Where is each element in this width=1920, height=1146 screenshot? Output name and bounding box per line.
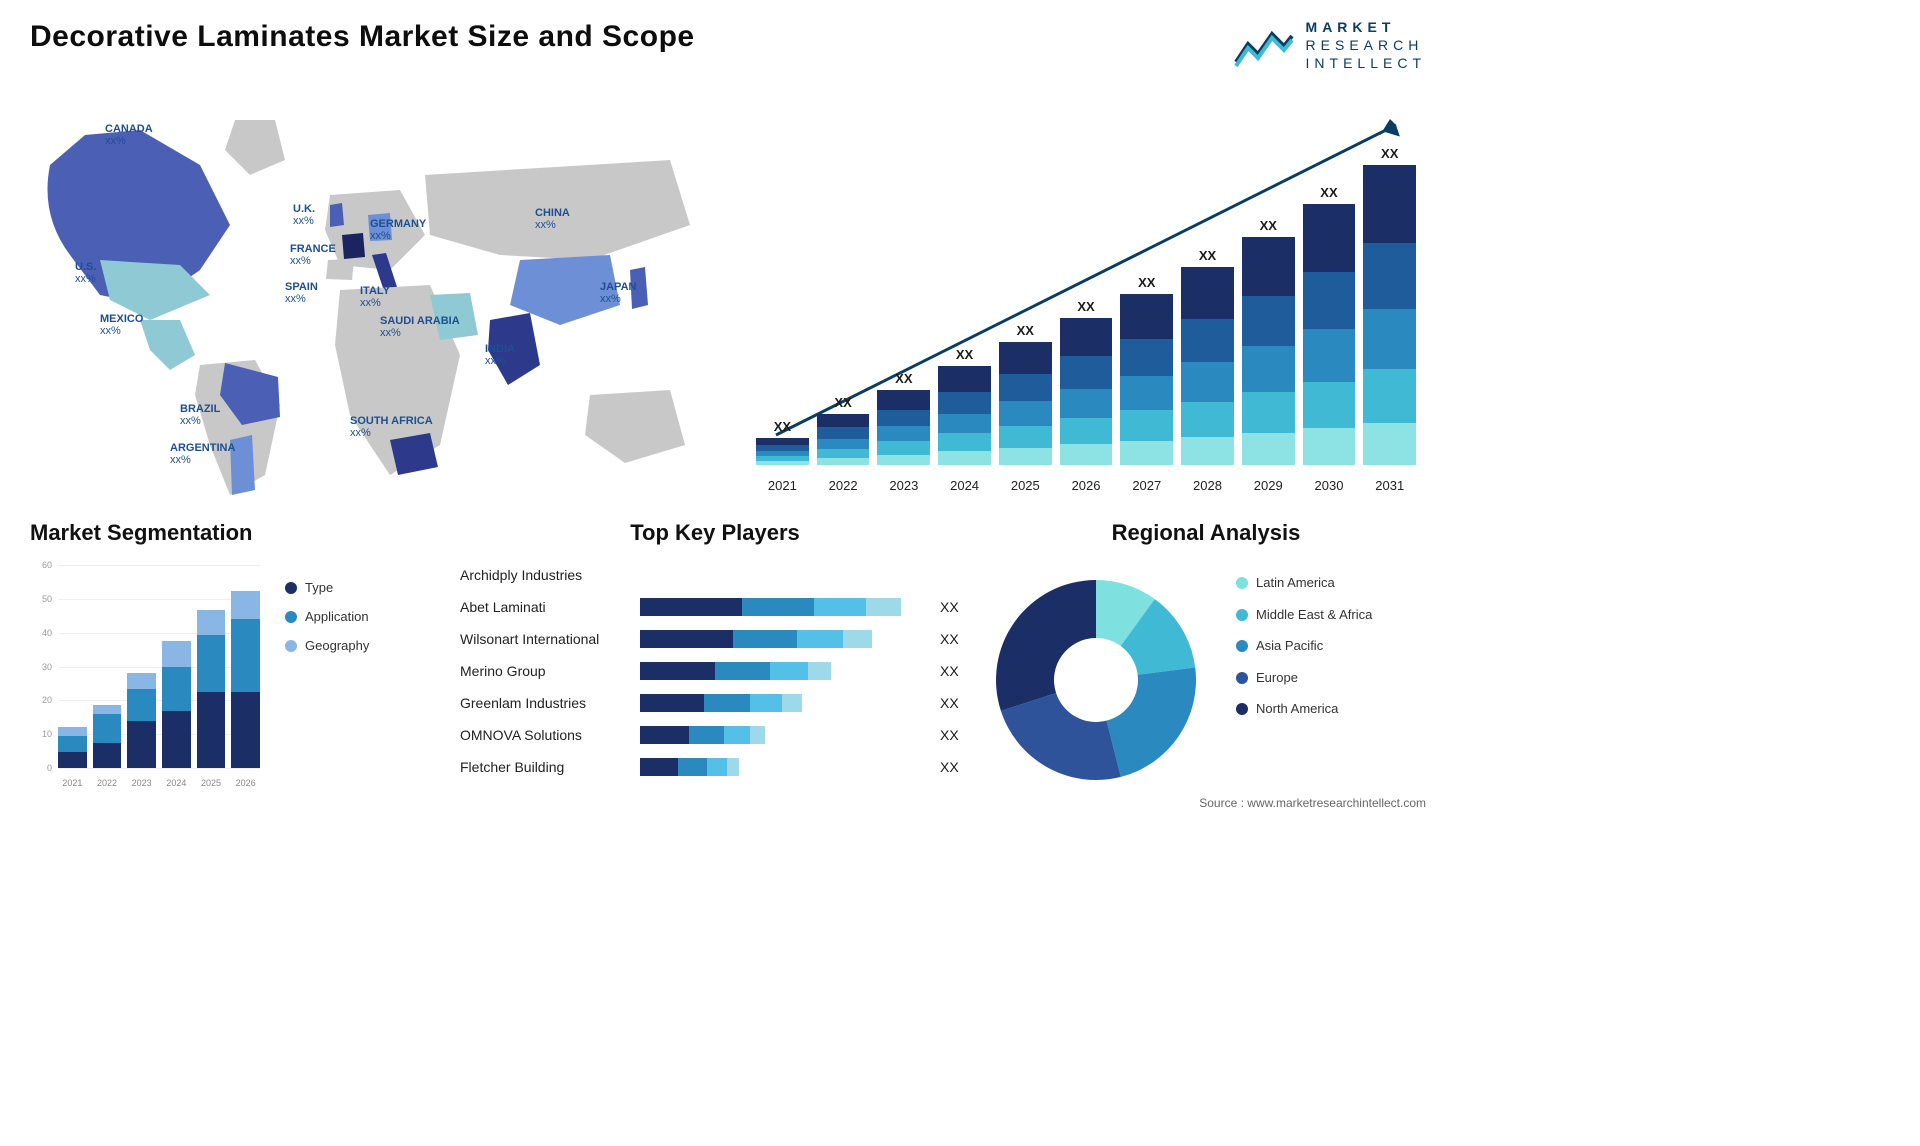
player-row: Archidply Industries xyxy=(460,560,970,590)
growth-bar: XX xyxy=(1363,146,1416,465)
player-row: Wilsonart InternationalXX xyxy=(460,624,970,654)
map-label: SPAINxx% xyxy=(285,281,318,305)
map-label: ARGENTINAxx% xyxy=(170,442,235,466)
legend-item: Middle East & Africa xyxy=(1236,607,1416,623)
map-label: U.K.xx% xyxy=(293,203,315,227)
player-row: Fletcher BuildingXX xyxy=(460,752,970,782)
regional-panel: Regional Analysis Latin America Middle Ea… xyxy=(986,520,1426,790)
legend-item: Europe xyxy=(1236,670,1416,686)
logo-icon xyxy=(1234,22,1294,68)
donut-slice xyxy=(996,580,1096,711)
segmentation-chart: 0102030405060 202120222023202420252026 xyxy=(30,565,265,790)
regional-title: Regional Analysis xyxy=(986,520,1426,546)
page-title: Decorative Laminates Market Size and Sco… xyxy=(30,20,695,54)
player-row: Abet LaminatiXX xyxy=(460,592,970,622)
growth-bar: XX xyxy=(1242,218,1295,465)
segmentation-bar xyxy=(231,591,260,768)
map-label: INDIAxx% xyxy=(485,343,515,367)
legend-item: North America xyxy=(1236,701,1416,717)
growth-bar: XX xyxy=(938,347,991,465)
player-row: Merino GroupXX xyxy=(460,656,970,686)
growth-bar: XX xyxy=(1120,275,1173,465)
players-list: Archidply IndustriesAbet LaminatiXXWilso… xyxy=(460,560,970,784)
map-label: ITALYxx% xyxy=(360,285,390,309)
donut-slice xyxy=(1001,693,1121,780)
map-label: BRAZILxx% xyxy=(180,403,220,427)
growth-bar: XX xyxy=(877,371,930,465)
donut-slice xyxy=(1106,667,1196,776)
map-label: CHINAxx% xyxy=(535,207,570,231)
growth-bar: XX xyxy=(1303,185,1356,465)
legend-item: Application xyxy=(285,609,425,624)
regional-legend: Latin America Middle East & Africa Asia Pa… xyxy=(1236,575,1416,733)
players-panel: Top Key Players Archidply IndustriesAbet… xyxy=(460,520,970,790)
segmentation-panel: Market Segmentation 0102030405060 202120… xyxy=(30,520,430,790)
legend-item: Type xyxy=(285,580,425,595)
segmentation-title: Market Segmentation xyxy=(30,520,430,546)
growth-bar: XX xyxy=(1060,299,1113,465)
growth-bar-chart: XXXXXXXXXXXXXXXXXXXXXX 20212022202320242… xyxy=(746,95,1426,495)
source-text: Source : www.marketresearchintellect.com xyxy=(1199,796,1426,810)
map-label: GERMANYxx% xyxy=(370,218,426,242)
map-label: FRANCExx% xyxy=(290,243,336,267)
segmentation-bar xyxy=(58,727,87,768)
map-label: SOUTH AFRICAxx% xyxy=(350,415,433,439)
segmentation-bar xyxy=(93,705,122,768)
legend-item: Geography xyxy=(285,638,425,653)
segmentation-bar xyxy=(162,641,191,768)
segmentation-bar xyxy=(127,673,156,768)
brand-logo: MARKET RESEARCH INTELLECT xyxy=(1234,18,1426,73)
map-label: SAUDI ARABIAxx% xyxy=(380,315,460,339)
legend-item: Latin America xyxy=(1236,575,1416,591)
growth-bar: XX xyxy=(1181,248,1234,465)
regional-donut xyxy=(986,570,1206,790)
growth-bar: XX xyxy=(999,323,1052,465)
map-label: U.S.xx% xyxy=(75,261,96,285)
growth-bar: XX xyxy=(756,419,809,465)
segmentation-bar xyxy=(197,610,226,768)
players-title: Top Key Players xyxy=(460,520,970,546)
growth-bar: XX xyxy=(817,395,870,465)
player-row: OMNOVA SolutionsXX xyxy=(460,720,970,750)
legend-item: Asia Pacific xyxy=(1236,638,1416,654)
map-label: JAPANxx% xyxy=(600,281,636,305)
player-row: Greenlam IndustriesXX xyxy=(460,688,970,718)
world-map: CANADAxx% U.S.xx% MEXICOxx% BRAZILxx% ARGENT… xyxy=(30,95,705,495)
segmentation-legend: Type Application Geography xyxy=(285,580,425,667)
logo-text: MARKET RESEARCH INTELLECT xyxy=(1306,18,1426,73)
map-label: MEXICOxx% xyxy=(100,313,143,337)
map-label: CANADAxx% xyxy=(105,123,153,147)
